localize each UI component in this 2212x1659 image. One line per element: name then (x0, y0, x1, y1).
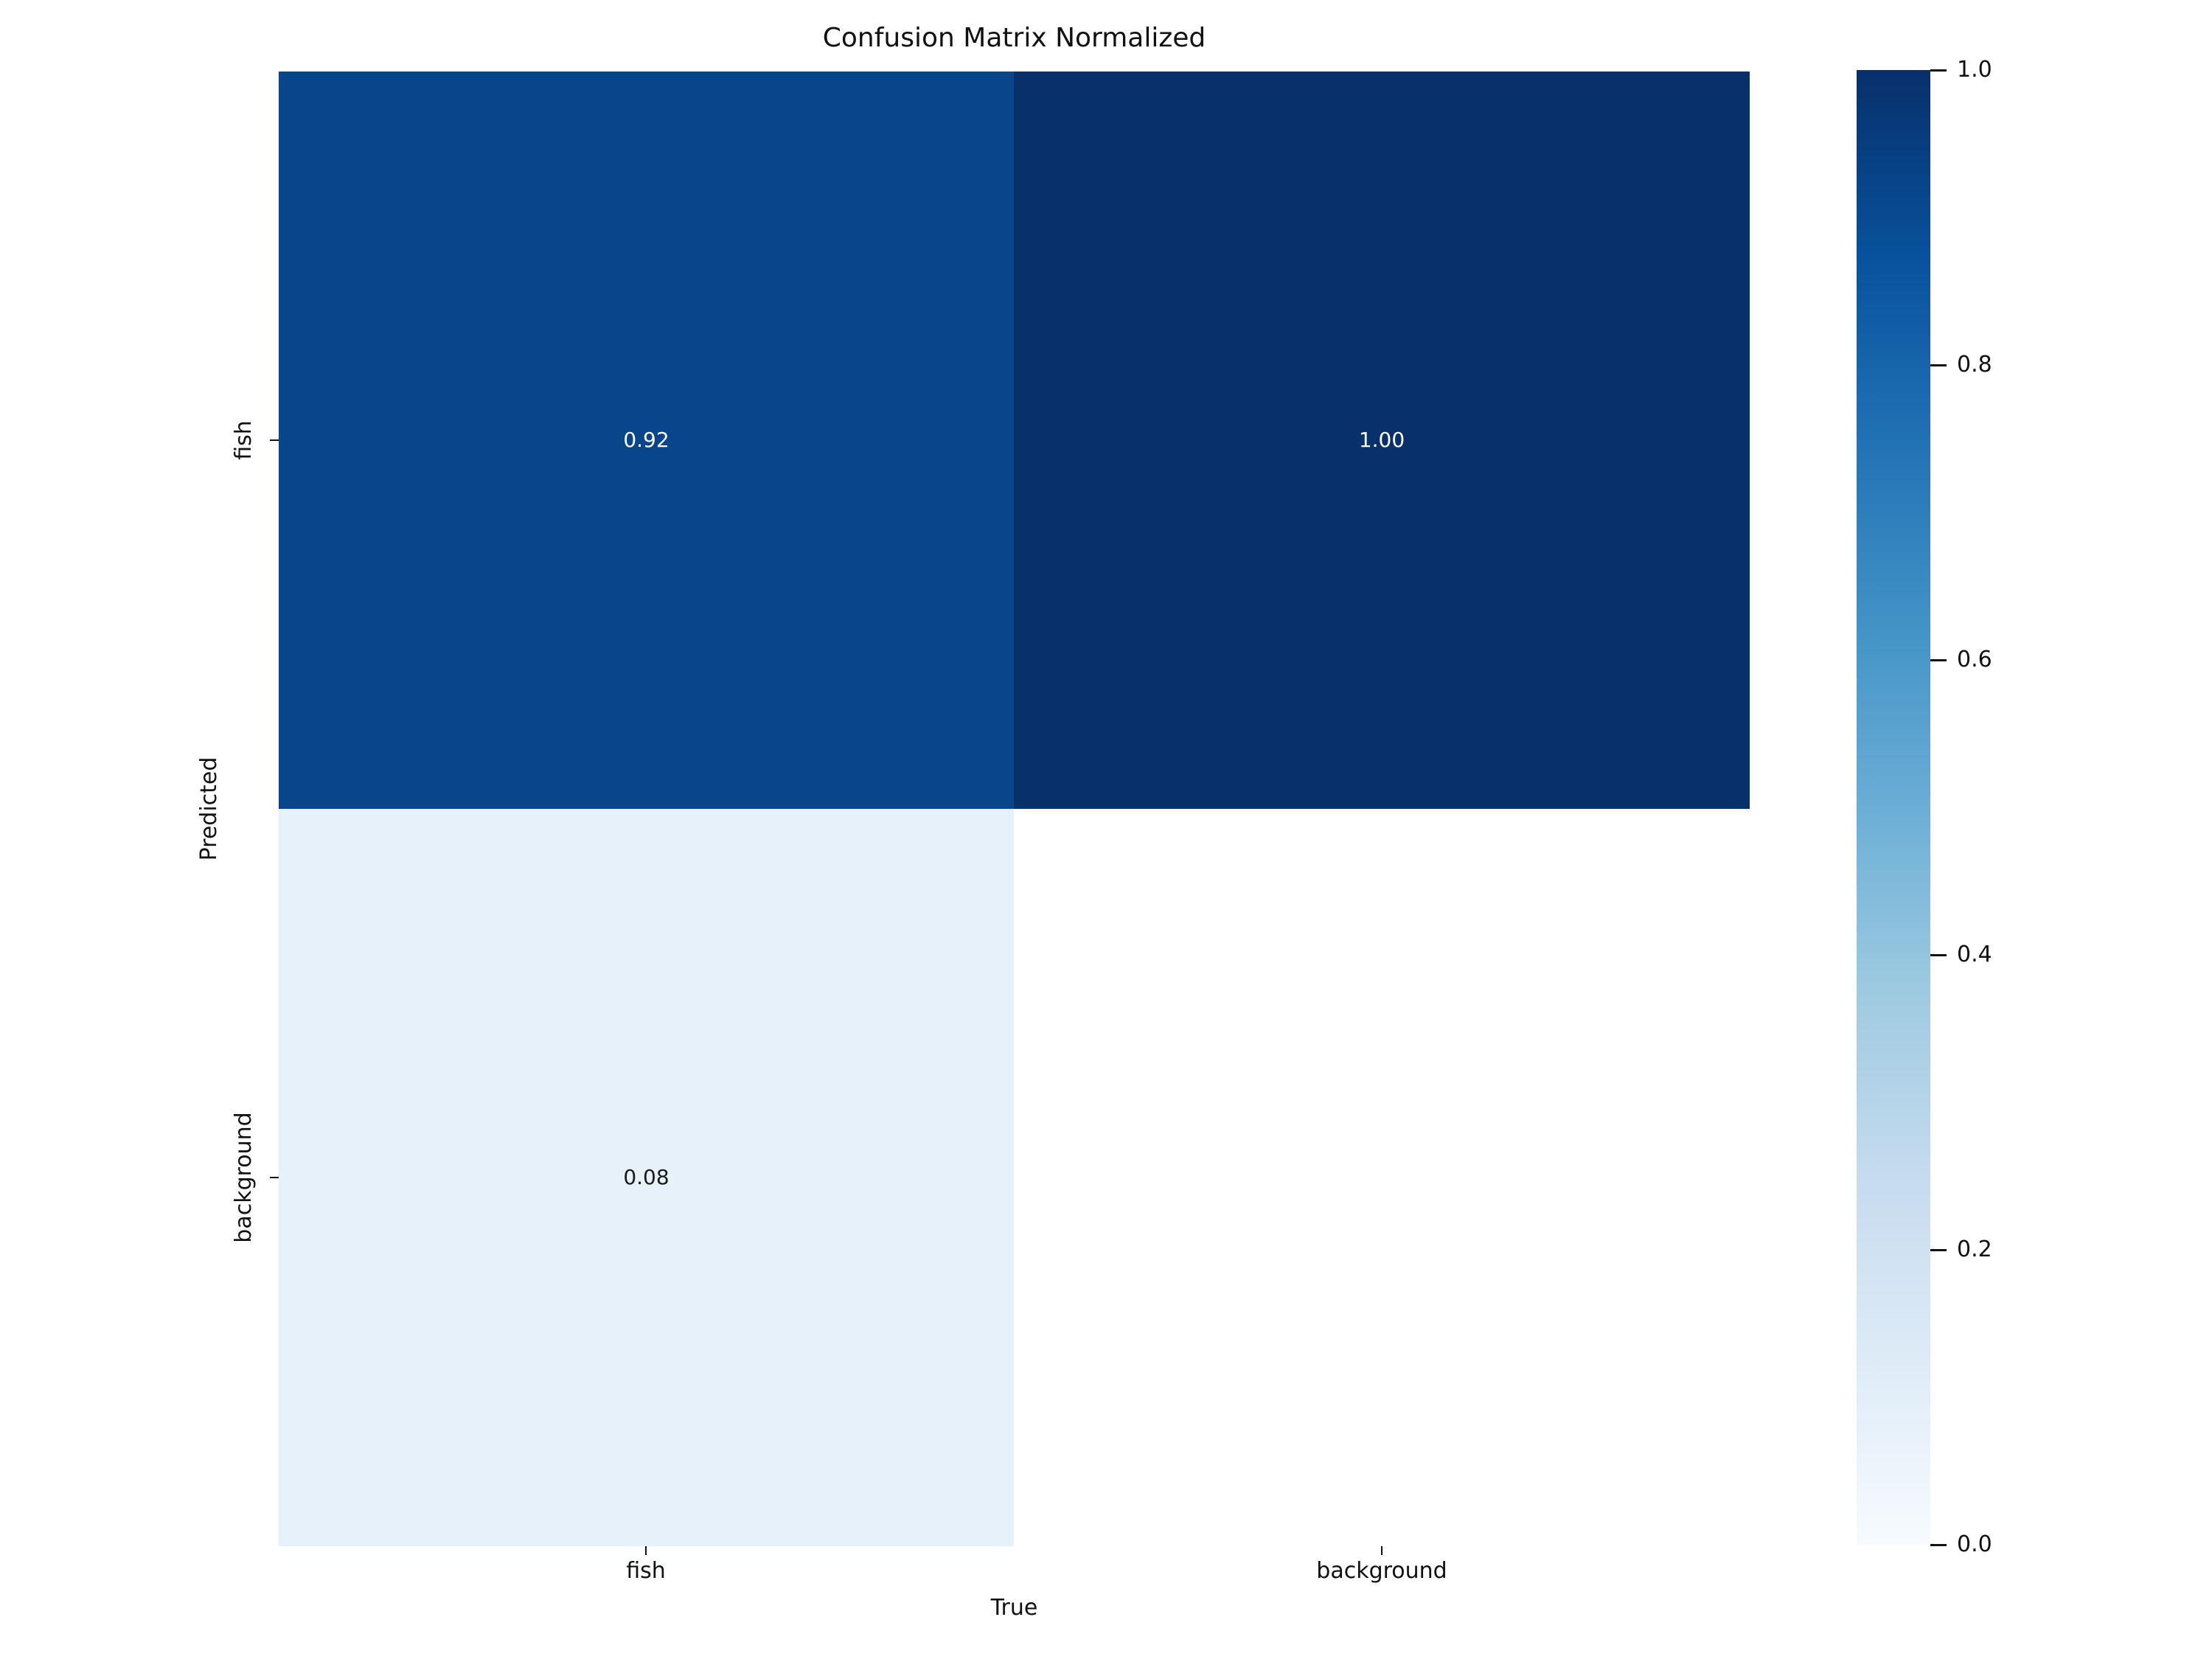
y-tick-mark (270, 439, 279, 441)
colorbar-tick-label: 0.4 (1957, 942, 1992, 967)
colorbar-tick-label: 1.0 (1957, 57, 1992, 83)
cell-annotation: 1.00 (1358, 428, 1405, 452)
y-tick-mark (270, 1177, 279, 1178)
colorbar-tick-label: 0.0 (1957, 1531, 1992, 1557)
colorbar-tick-mark (1930, 1249, 1947, 1251)
y-axis-label: Predicted (196, 757, 222, 861)
colorbar-tick-label: 0.2 (1957, 1237, 1992, 1262)
cell-annotation: 0.92 (623, 428, 669, 452)
x-tick-mark (1381, 1546, 1382, 1555)
x-tick-label-fish: fish (626, 1558, 666, 1584)
colorbar-tick-label: 0.6 (1957, 647, 1992, 672)
heatmap-cell-fish-fish: 0.92 (279, 72, 1014, 809)
x-tick-label-background: background (1316, 1558, 1447, 1584)
y-tick-label-background: background (231, 1112, 257, 1243)
heatmap-cell-fish-background: 1.00 (1014, 72, 1750, 809)
heatmap-cell-background-background (1014, 809, 1750, 1546)
colorbar-tick-mark (1930, 659, 1947, 661)
colorbar-tick-mark (1930, 954, 1947, 956)
heatmap-cell-background-fish: 0.08 (279, 809, 1014, 1546)
colorbar-tick-mark (1930, 1544, 1947, 1546)
chart-title: Confusion Matrix Normalized (822, 23, 1206, 53)
x-tick-mark (645, 1546, 647, 1555)
colorbar-tick-mark (1930, 69, 1947, 72)
x-axis-label: True (990, 1595, 1038, 1621)
cell-annotation: 0.08 (623, 1165, 669, 1189)
heatmap: 0.92 1.00 0.08 fish background True (270, 72, 1750, 1621)
colorbar-tick-mark (1930, 364, 1947, 366)
colorbar-tick-label: 0.8 (1957, 352, 1992, 378)
colorbar-gradient (1857, 70, 1930, 1545)
y-tick-label-fish: fish (231, 420, 257, 460)
